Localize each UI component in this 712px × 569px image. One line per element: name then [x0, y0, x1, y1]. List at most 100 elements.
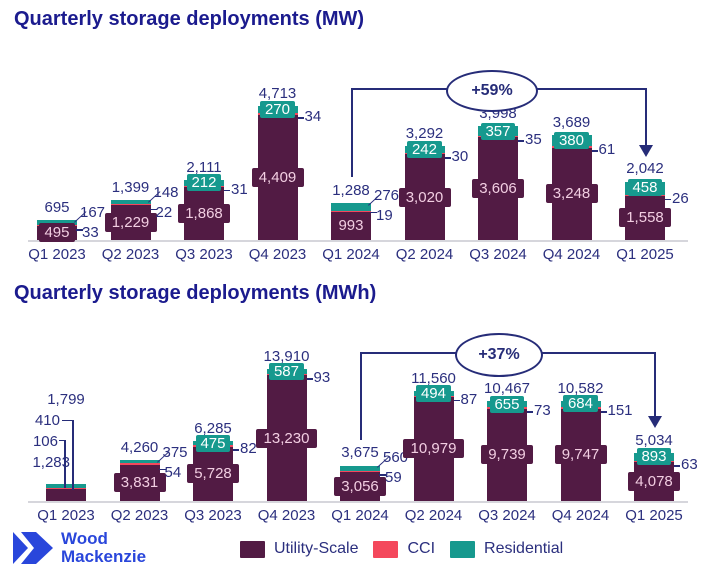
- x-axis-label-q3-2024: Q3 2024: [469, 246, 527, 263]
- residential-label-q2-2023: 148: [153, 183, 179, 201]
- total-label-q1-2024: 1,288: [332, 181, 370, 199]
- x-axis-label-q1-2025: Q1 2025: [625, 507, 683, 524]
- mwh-x-axis-line: [28, 501, 688, 503]
- utility-label-q4-2024: 3,248: [545, 184, 598, 204]
- cci-leader-line: [600, 411, 607, 413]
- cci-label-q4-2023: 34: [304, 108, 322, 126]
- utility-scale-swatch: [240, 540, 265, 558]
- cci-leader-line: [149, 208, 157, 211]
- total-label-q4-2024: 10,582: [557, 379, 604, 397]
- cci-leader-line: [591, 149, 598, 152]
- cci-leader-line: [379, 474, 386, 477]
- total-label-q1-2023: 1,799: [47, 390, 85, 408]
- x-axis-label-q1-2024: Q1 2024: [331, 507, 389, 524]
- cci-segment-q1-2024: [331, 210, 371, 212]
- mw-chart-plot: 695 495 167 33 1,399 1,229 148 22 2,111 1,868 212 3…: [0, 42, 712, 243]
- residential-leader-line: [72, 419, 74, 490]
- total-label-q2-2023: 1,399: [111, 178, 150, 196]
- cci-leader-line: [674, 465, 680, 467]
- total-label-q1-2025: 5,034: [635, 431, 673, 449]
- cci-label-q2-2023: 54: [164, 463, 182, 481]
- legend-item-residential: Residential: [450, 540, 563, 558]
- residential-label-q1-2023: 410: [34, 411, 60, 429]
- residential-label-q1-2023: 167: [80, 203, 106, 221]
- utility-label-q1-2023: 495: [39, 223, 75, 243]
- x-axis-label-q1-2025: Q1 2025: [616, 246, 674, 263]
- cci-segment-q1-2023: [46, 487, 86, 489]
- growth-bracket-line: [351, 88, 353, 178]
- footer: Wood Mackenzie Utility-Scale CCI Residenti…: [0, 529, 712, 569]
- x-axis-label-q3-2023: Q3 2023: [175, 246, 233, 263]
- utility-label-q4-2023: 4,409: [251, 167, 304, 187]
- utility-label-q3-2023: 5,728: [187, 464, 239, 484]
- legend-item-utility-scale: Utility-Scale: [240, 540, 358, 558]
- legend-label: CCI: [407, 540, 436, 557]
- legend-label: Utility-Scale: [274, 540, 359, 557]
- residential-swatch: [450, 540, 476, 558]
- utility-label-q2-2024: 10,979: [403, 439, 464, 459]
- x-axis-label-q3-2023: Q3 2023: [184, 507, 242, 524]
- x-axis-label-q1-2023: Q1 2023: [37, 507, 95, 524]
- utility-label-q3-2023: 1,868: [178, 203, 230, 223]
- cci-segment-q2-2023: [110, 203, 151, 206]
- growth-bracket-line: [645, 88, 647, 146]
- utility-label-q2-2023: 1,229: [104, 213, 157, 233]
- residential-label-q3-2024: 357: [480, 122, 516, 140]
- legend-label: Residential: [484, 540, 564, 557]
- cci-leader-line: [233, 449, 239, 452]
- x-axis-label-q4-2024: Q4 2024: [551, 507, 610, 524]
- legend-item-cci: CCI: [373, 540, 435, 558]
- cci-label-q1-2024: 59: [385, 469, 402, 487]
- wood-mackenzie-logo-text: Wood Mackenzie: [61, 530, 146, 566]
- growth-arrowhead: [647, 416, 662, 429]
- x-axis-label-q3-2024: Q3 2024: [478, 507, 536, 524]
- utility-label-q1-2024: 993: [333, 216, 369, 236]
- mw-chart-title: Quarterly storage deployments (MW): [14, 8, 365, 30]
- x-axis-label-q1-2023: Q1 2023: [28, 246, 86, 263]
- residential-label-q3-2023: 212: [186, 174, 222, 192]
- utility-label-q1-2025: 4,078: [628, 472, 680, 492]
- cci-label-q1-2025: 63: [681, 456, 698, 474]
- cci-leader-line: [64, 439, 66, 488]
- utility-label-q4-2023: 13,230: [256, 428, 317, 448]
- mwh-chart-plot: 1,799 410 106 1,283 4,260 3,831 375 54 6,285 5,72…: [0, 320, 712, 503]
- cci-label-q4-2024: 151: [607, 402, 633, 420]
- residential-label-q3-2024: 655: [489, 395, 525, 413]
- cci-label-q1-2024: 19: [376, 206, 393, 224]
- total-label-q2-2024: 11,560: [411, 369, 456, 387]
- utility-label-q2-2024: 3,020: [398, 187, 451, 207]
- total-label-q1-2024: 3,675: [341, 444, 379, 462]
- cci-leader-line: [518, 140, 524, 142]
- cci-label-q3-2023: 31: [231, 180, 248, 198]
- total-label-q2-2023: 4,260: [120, 438, 159, 456]
- x-axis-label-q2-2023: Q2 2023: [110, 507, 169, 524]
- residential-segment-q1-2024: [331, 202, 371, 211]
- total-label-q3-2023: 2,111: [186, 158, 222, 176]
- cci-leader-line: [370, 211, 377, 214]
- cci-leader-line: [59, 439, 64, 442]
- residential-label-q1-2025: 893: [636, 448, 672, 466]
- wood-mackenzie-logo: Wood Mackenzie: [12, 529, 146, 567]
- mwh-x-axis-labels: Q1 2023 Q2 2023 Q3 2023 Q4 2023 Q1 2024 Q2 20…: [0, 507, 712, 527]
- utility-label-q4-2024: 9,747: [554, 445, 607, 465]
- cci-leader-line: [297, 117, 304, 120]
- cci-leader-line: [527, 411, 533, 413]
- residential-label-q4-2023: 270: [260, 101, 295, 119]
- residential-label-q1-2024: 560: [383, 449, 409, 467]
- cci-swatch: [373, 540, 399, 558]
- growth-bracket-line: [654, 352, 656, 418]
- utility-label-q3-2024: 9,739: [481, 445, 533, 465]
- residential-segment-q2-2023: [119, 459, 160, 464]
- utility-label-q1-2024: 3,056: [334, 476, 386, 496]
- cci-label-q3-2023: 82: [240, 440, 257, 458]
- mw-x-axis-labels: Q1 2023 Q2 2023 Q3 2023 Q4 2023 Q1 2024 Q2 20…: [0, 246, 712, 266]
- residential-label-q2-2023: 375: [162, 443, 188, 461]
- utility-label-q2-2023: 3,831: [113, 473, 166, 493]
- cci-leader-line: [224, 189, 230, 192]
- total-label-q4-2023: 4,713: [258, 84, 297, 102]
- x-axis-label-q4-2023: Q4 2023: [248, 246, 307, 263]
- total-label-q2-2024: 3,292: [405, 125, 444, 143]
- cci-label-q1-2023: 33: [82, 223, 99, 241]
- cci-leader-line: [306, 378, 313, 380]
